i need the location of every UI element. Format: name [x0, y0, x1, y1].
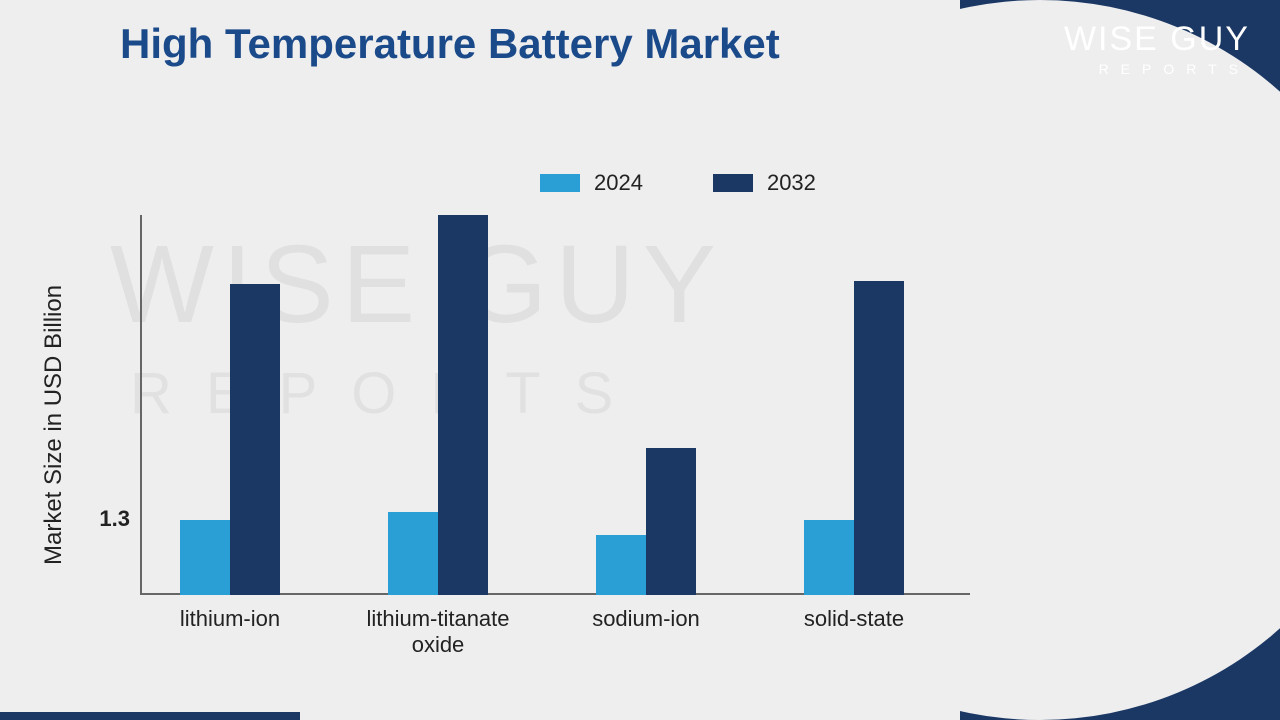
bar-lithium-titanate-oxide-2032: [438, 215, 488, 595]
plot-area: [140, 215, 970, 595]
bar-lithium-ion-2032: [230, 284, 280, 595]
decor-bottom-bar: [0, 712, 300, 720]
category-label: lithium-titanate oxide: [338, 606, 538, 658]
bar-sodium-ion-2024: [596, 535, 646, 595]
legend-item-2032: 2032: [713, 170, 816, 196]
y-axis-line: [140, 215, 142, 595]
bar-lithium-titanate-oxide-2024: [388, 512, 438, 595]
legend-swatch-2024: [540, 174, 580, 192]
brand-main: WISE GUY: [1064, 20, 1250, 59]
chart-title: High Temperature Battery Market: [120, 20, 780, 68]
y-axis-label: Market Size in USD Billion: [40, 285, 68, 565]
bar-sodium-ion-2032: [646, 448, 696, 595]
bar-lithium-ion-2024: [180, 520, 230, 595]
bar-solid-state-2024: [804, 520, 854, 595]
legend-swatch-2032: [713, 174, 753, 192]
brand-sub: REPORTS: [1064, 61, 1250, 77]
legend-label-2032: 2032: [767, 170, 816, 196]
chart-canvas: WISE GUY REPORTS High Temperature Batter…: [0, 0, 1280, 720]
bar-solid-state-2032: [854, 281, 904, 595]
brand-logo: WISE GUY REPORTS: [1064, 20, 1250, 77]
category-label: lithium-ion: [130, 606, 330, 632]
legend: 2024 2032: [540, 170, 816, 196]
category-label: solid-state: [754, 606, 954, 632]
legend-item-2024: 2024: [540, 170, 643, 196]
y-tick-label: 1.3: [70, 506, 130, 532]
legend-label-2024: 2024: [594, 170, 643, 196]
category-label: sodium-ion: [546, 606, 746, 632]
